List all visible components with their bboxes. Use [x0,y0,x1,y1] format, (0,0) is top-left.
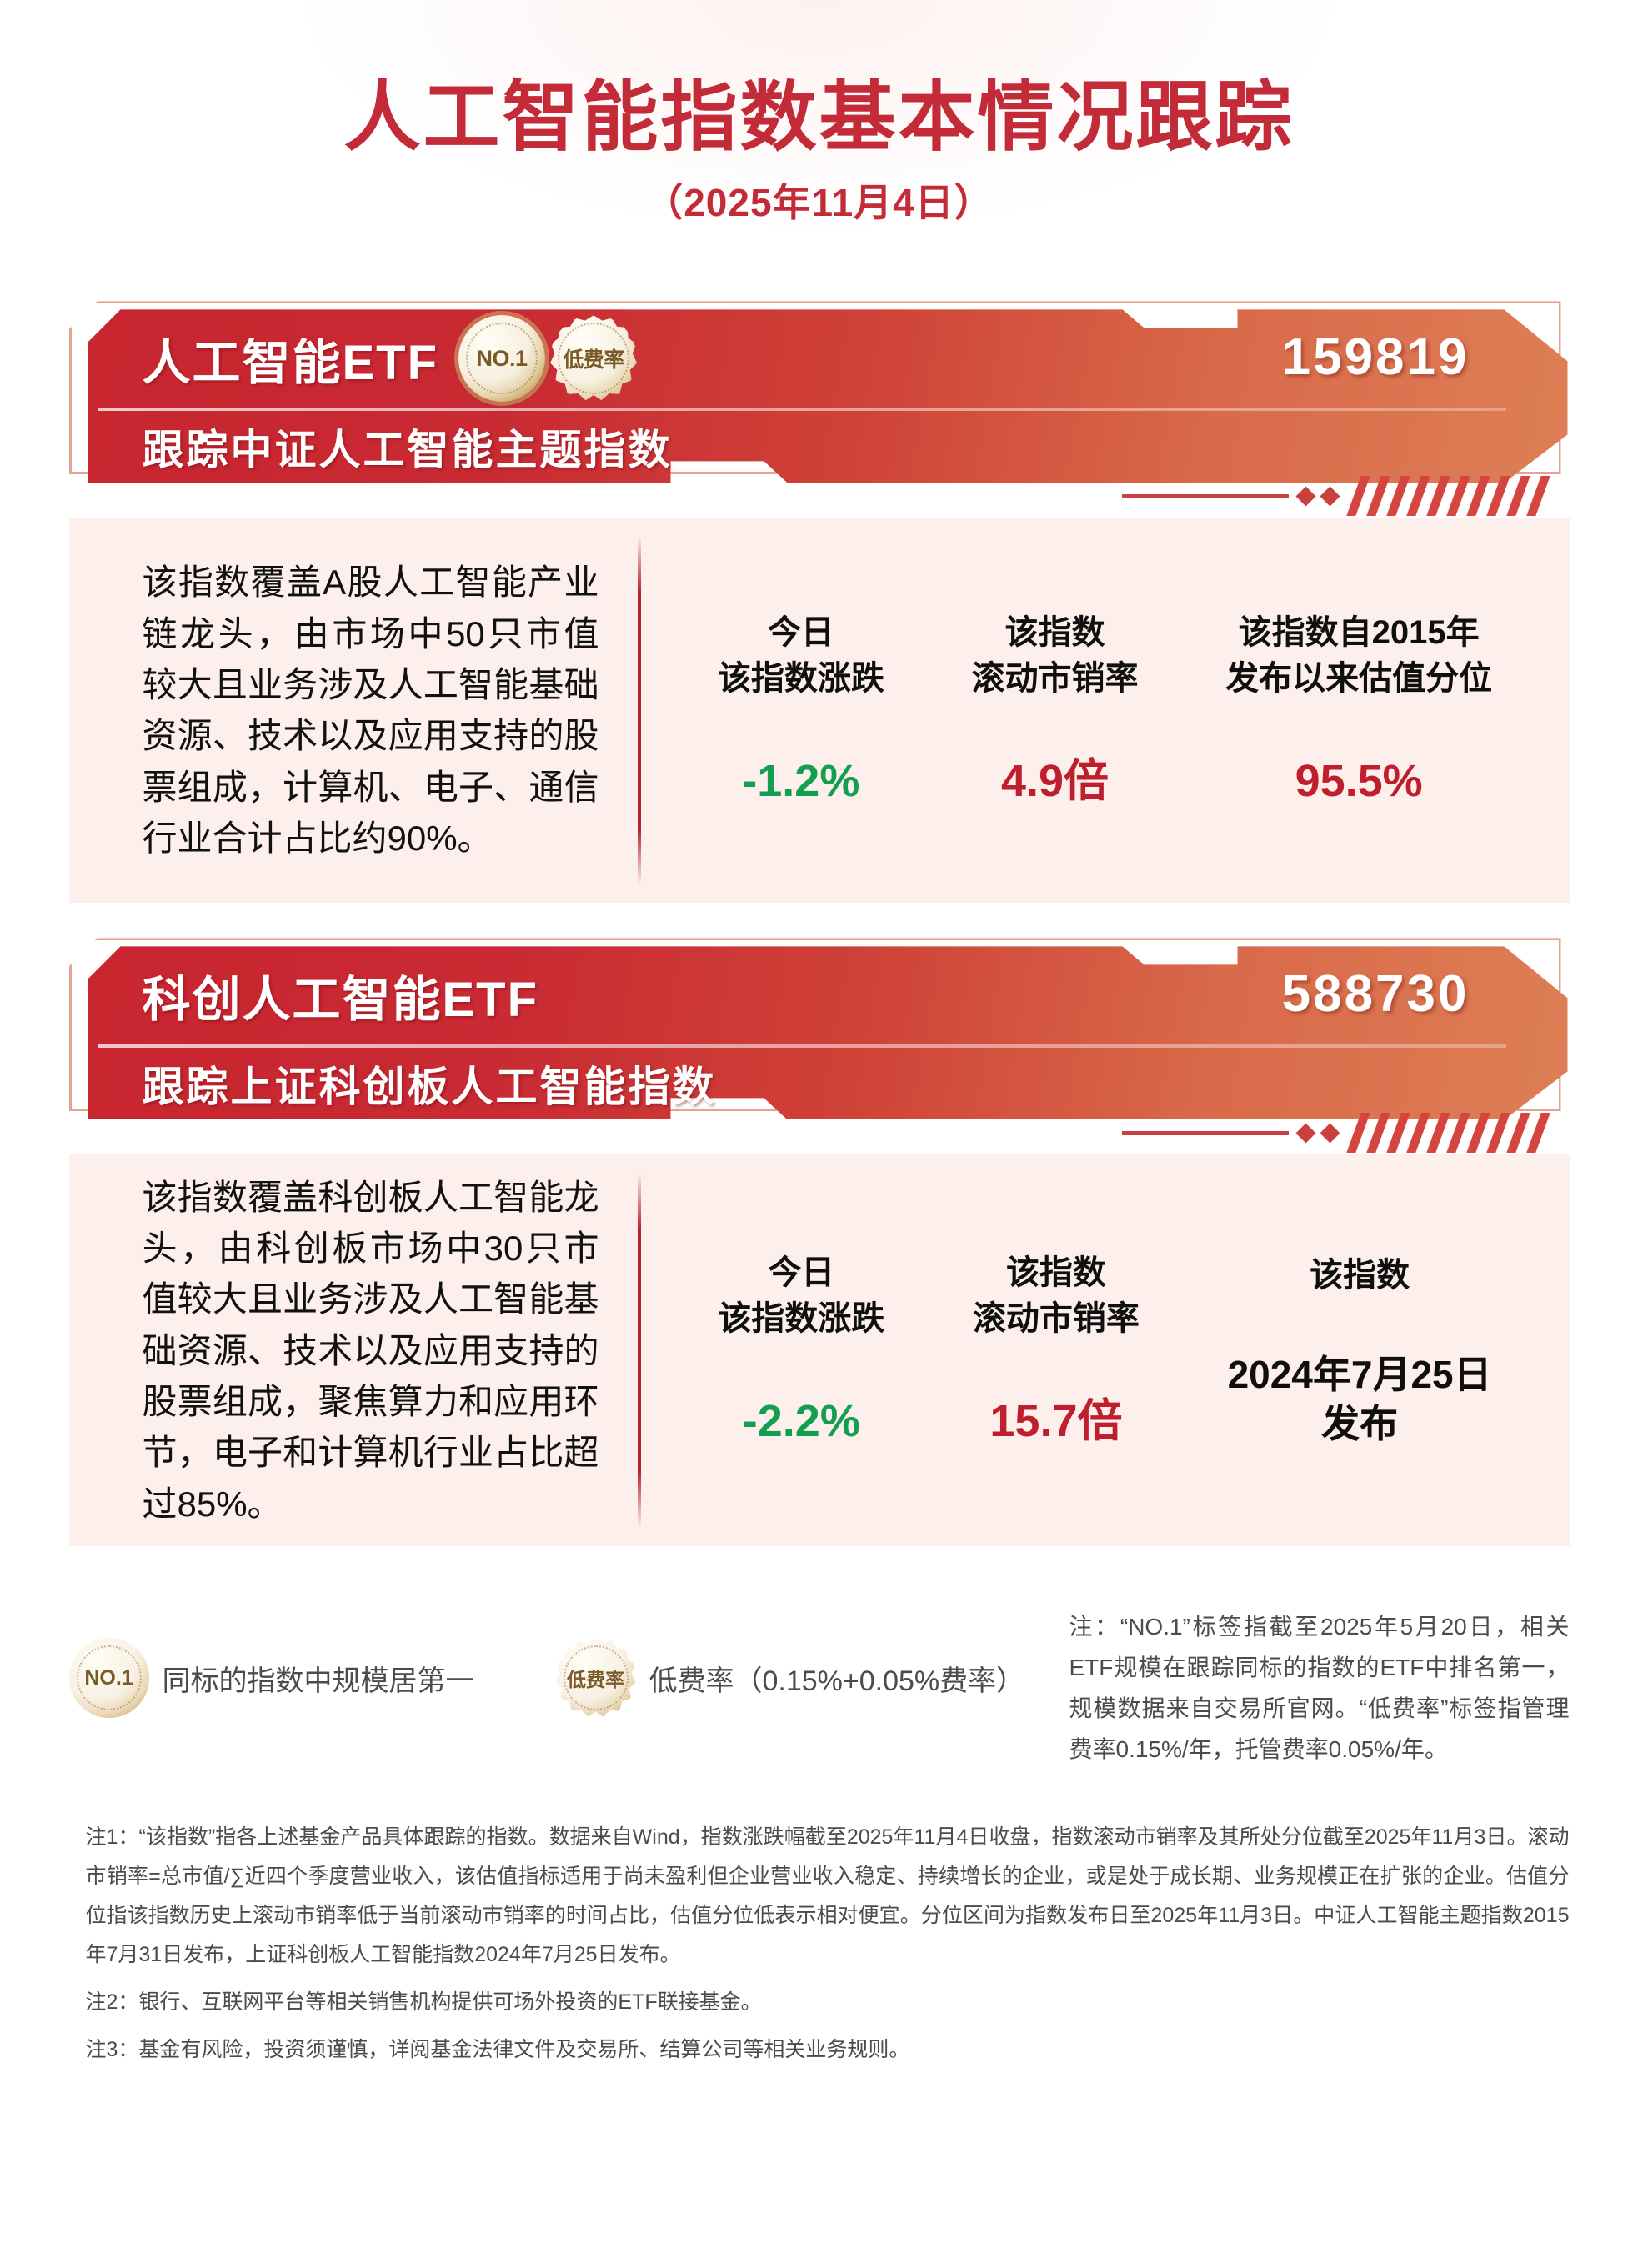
tracked-index-name: 跟踪中证人工智能主题指数 [142,427,673,474]
banner-top-row: 人工智能ETF NO.1 低费率 159819 [88,309,1568,408]
banner-bottom-row: 跟踪上证科创板人工智能指数 [88,1048,1568,1119]
badge-ring [558,323,630,395]
index-description-box: 该指数覆盖科创板人工智能龙头，由科创板市场中30只市值较大且业务涉及人工智能基础… [69,1154,638,1546]
deco-line [1121,493,1289,498]
deco-line [1121,1130,1289,1135]
etf-banner-1: 人工智能ETF NO.1 低费率 159819 跟踪中证人工智能主题指数 [68,301,1568,517]
metric-value: -1.2% [742,756,860,807]
etf-name: 人工智能ETF [142,336,439,391]
badge-group: NO.1 低费率 [458,315,638,403]
index-description: 该指数覆盖科创板人工智能龙头，由科创板市场中30只市值较大且业务涉及人工智能基础… [142,1177,599,1524]
metric-label: 今日 该指数涨跌 [718,1254,885,1337]
tracked-index-name: 跟踪上证科创板人工智能指数 [142,1064,717,1111]
stripes-icon [1345,1113,1550,1154]
banner-top-row: 科创人工智能ETF 588730 [88,946,1568,1044]
diamond-icon [1295,486,1316,507]
badge-ring [76,1645,142,1711]
stripes-icon [1345,476,1550,517]
metric-value: 2024年7月25日 发布 [1227,1352,1492,1445]
legend-area: NO.1 同标的指数中规模居第一 低费率 低费率（0.15%+0.05%费率） … [68,1606,1570,1770]
badge-ring [466,323,538,395]
metric-daily-change: 今日 该指数涨跌 -1.2% [718,610,884,810]
metric-ps-ratio: 该指数 滚动市销率 4.9倍 [971,610,1138,810]
metrics-group: 今日 该指数涨跌 -2.2% 该指数 滚动市销率 15.7倍 该指数 2024年… [641,1154,1570,1546]
page-title: 人工智能指数基本情况跟踪 [343,75,1295,160]
metric-valuation-percentile: 该指数自2015年 发布以来估值分位 95.5% [1225,610,1492,810]
footnote-1: 注1：“该指数”指各上述基金产品具体跟踪的指数。数据来自Wind，指数涨跌幅截至… [85,1825,1570,1967]
metrics-group: 今日 该指数涨跌 -1.2% 该指数 滚动市销率 4.9倍 该指数自2015年 … [641,518,1570,903]
low-fee-badge-icon: 低费率 [550,315,638,401]
metric-ps-ratio: 该指数 滚动市销率 15.7倍 [973,1250,1140,1450]
no1-badge-icon: NO.1 [68,1638,149,1719]
banner-divider [97,1044,1506,1049]
metric-label: 今日 该指数涨跌 [717,614,884,697]
metric-label: 该指数 滚动市销率 [971,614,1139,697]
metric-value: -2.2% [742,1396,860,1447]
diamond-icon [1295,1123,1316,1144]
legend-item-low-fee: 低费率 低费率（0.15%+0.05%费率） [555,1638,1025,1718]
etf-panel-1: 该指数覆盖A股人工智能产业链龙头，由市场中50只市值较大且业务涉及人工智能基础资… [68,518,1570,904]
metric-value: 95.5% [1295,756,1423,807]
etf-card-1: 人工智能ETF NO.1 低费率 159819 跟踪中证人工智能主题指数 [68,301,1570,904]
index-description: 该指数覆盖A股人工智能产业链龙头，由市场中50只市值较大且业务涉及人工智能基础资… [142,563,599,858]
panel-divider [637,536,641,885]
legend-label: 低费率（0.15%+0.05%费率） [649,1665,1025,1697]
legend-note: 注：“NO.1”标签指截至2025年5月20日，相关ETF规模在跟踪同标的指数的… [1069,1614,1570,1763]
footnote-3: 注3：基金有风险，投资须谨慎，详阅基金法律文件及交易所、结算公司等相关业务规则。 [85,2038,910,2062]
banner-decoration [1121,1109,1550,1156]
etf-banner-2: 科创人工智能ETF 588730 跟踪上证科创板人工智能指数 [68,938,1568,1154]
banner-decoration [1121,473,1550,519]
etf-name: 科创人工智能ETF [142,973,539,1028]
banner-divider [97,408,1506,412]
etf-code: 588730 [1281,965,1470,1024]
index-description-box: 该指数覆盖A股人工智能产业链龙头，由市场中50只市值较大且业务涉及人工智能基础资… [69,518,638,903]
etf-code: 159819 [1281,328,1470,387]
legend-item-no1: NO.1 同标的指数中规模居第一 [68,1638,474,1719]
no1-badge-icon: NO.1 [458,315,546,403]
badge-ring [563,1645,629,1711]
banner-bottom-row: 跟踪中证人工智能主题指数 [88,411,1568,483]
legend-items: NO.1 同标的指数中规模居第一 低费率 低费率（0.15%+0.05%费率） [68,1606,1025,1719]
etf-panel-2: 该指数覆盖科创板人工智能龙头，由科创板市场中30只市值较大且业务涉及人工智能基础… [68,1154,1570,1547]
metric-release-date: 该指数 2024年7月25日 发布 [1228,1253,1492,1448]
page-date: （2025年11月4日） [644,181,994,225]
low-fee-badge-icon: 低费率 [555,1638,636,1717]
metric-daily-change: 今日 该指数涨跌 -2.2% [718,1250,884,1450]
footnotes: 注1：“该指数”指各上述基金产品具体跟踪的指数。数据来自Wind，指数涨跌幅截至… [69,1818,1570,2070]
metric-value: 4.9倍 [1000,756,1110,807]
diamond-icon [1319,486,1340,507]
metric-value: 15.7倍 [989,1396,1123,1447]
metric-label: 该指数自2015年 发布以来估值分位 [1225,614,1493,697]
metric-label: 该指数 [1310,1257,1410,1294]
banner-body [87,309,1568,483]
legend-label: 同标的指数中规模居第一 [162,1665,474,1697]
diamond-icon [1319,1123,1340,1144]
metric-label: 该指数 滚动市销率 [972,1254,1140,1337]
etf-card-2: 科创人工智能ETF 588730 跟踪上证科创板人工智能指数 该指数覆盖科创板人… [68,938,1570,1547]
banner-body [87,946,1568,1120]
page-header: 人工智能指数基本情况跟踪 （2025年11月4日） [0,0,1638,228]
panel-divider [637,1173,641,1529]
footnote-2: 注2：银行、互联网平台等相关销售机构提供可场外投资的ETF联接基金。 [85,1990,762,2015]
